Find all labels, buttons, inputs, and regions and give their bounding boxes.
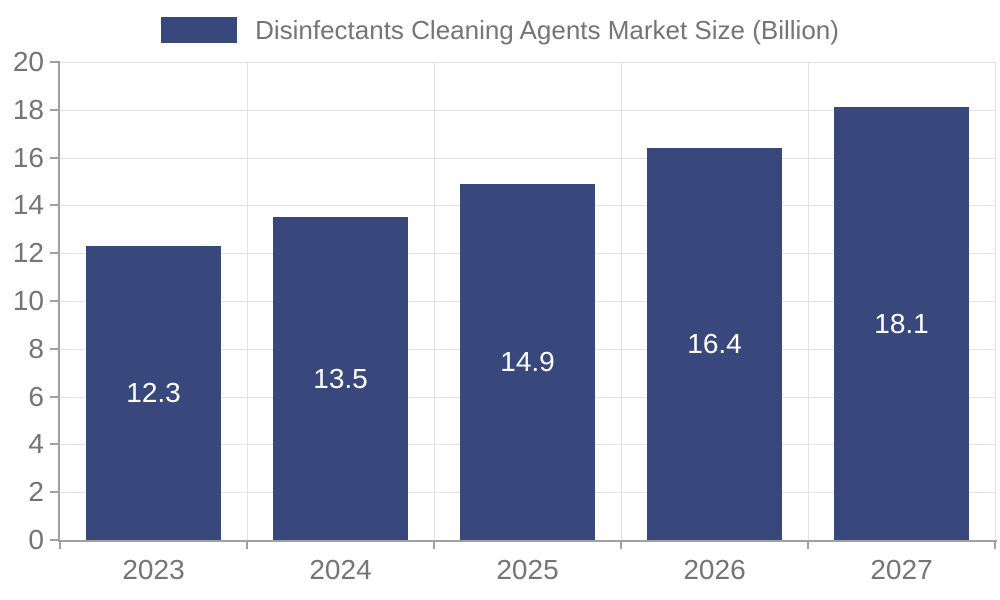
x-tick-label: 2026 bbox=[683, 554, 746, 585]
bar-2023: 12.3 bbox=[86, 246, 221, 540]
x-tick-mark bbox=[59, 540, 61, 549]
bar-value-label: 18.1 bbox=[874, 307, 929, 339]
y-tick-mark bbox=[50, 395, 60, 398]
horizontal-gridline bbox=[60, 157, 995, 159]
x-tick-mark bbox=[246, 540, 248, 549]
y-tick-label: 6 bbox=[28, 380, 44, 412]
bar-2024: 13.5 bbox=[273, 217, 408, 540]
y-axis-labels: 0 2 4 6 8 10 12 14 16 18 20 bbox=[0, 48, 44, 554]
legend: Disinfectants Cleaning Agents Market Siz… bbox=[0, 14, 1000, 45]
y-tick-label: 12 bbox=[12, 237, 44, 269]
horizontal-gridline bbox=[60, 62, 995, 63]
bar-2026: 16.4 bbox=[647, 148, 782, 540]
y-tick-mark bbox=[50, 252, 60, 255]
x-axis-line bbox=[58, 540, 997, 542]
legend-label: Disinfectants Cleaning Agents Market Siz… bbox=[255, 14, 839, 45]
x-axis-labels: 2023 2024 2025 2026 2027 bbox=[60, 556, 995, 592]
legend-swatch bbox=[161, 17, 238, 43]
bar-value-label: 14.9 bbox=[500, 345, 555, 377]
y-tick-label: 10 bbox=[12, 285, 44, 316]
horizontal-gridline bbox=[60, 109, 995, 111]
y-tick-mark bbox=[50, 204, 60, 207]
vertical-gridline bbox=[995, 62, 996, 540]
plot-area: 12.3 13.5 14.9 16.4 18.1 bbox=[50, 61, 997, 549]
bar-value-label: 13.5 bbox=[313, 362, 368, 394]
vertical-gridline bbox=[808, 62, 809, 540]
y-tick-mark bbox=[50, 443, 60, 446]
bar-2025: 14.9 bbox=[460, 183, 595, 540]
y-tick-mark bbox=[50, 347, 60, 350]
y-tick-label: 8 bbox=[28, 332, 44, 364]
vertical-gridline bbox=[247, 62, 248, 540]
vertical-gridline bbox=[621, 62, 622, 540]
x-tick-mark bbox=[433, 540, 435, 549]
y-tick-mark bbox=[50, 156, 60, 159]
bar-2027: 18.1 bbox=[834, 107, 969, 540]
y-tick-mark bbox=[50, 539, 60, 541]
y-tick-mark bbox=[50, 491, 60, 494]
y-tick-mark bbox=[50, 108, 60, 111]
y-tick-label: 18 bbox=[12, 93, 44, 125]
x-tick-label: 2025 bbox=[496, 554, 559, 585]
y-tick-label: 16 bbox=[12, 141, 44, 173]
y-tick-label: 20 bbox=[12, 46, 44, 77]
x-tick-label: 2024 bbox=[309, 554, 372, 585]
vertical-gridline bbox=[434, 62, 435, 540]
x-tick-label: 2023 bbox=[122, 554, 185, 585]
y-tick-label: 4 bbox=[28, 428, 44, 460]
bar-value-label: 16.4 bbox=[687, 328, 742, 360]
y-tick-mark bbox=[50, 300, 60, 302]
y-tick-label: 2 bbox=[28, 476, 44, 508]
y-tick-label: 0 bbox=[28, 524, 44, 555]
x-tick-mark bbox=[807, 540, 809, 549]
x-tick-mark bbox=[994, 540, 996, 549]
y-tick-mark bbox=[50, 61, 60, 63]
x-tick-label: 2027 bbox=[870, 554, 933, 585]
bar-value-label: 12.3 bbox=[126, 377, 181, 409]
x-tick-mark bbox=[620, 540, 622, 549]
y-tick-label: 14 bbox=[12, 189, 44, 221]
